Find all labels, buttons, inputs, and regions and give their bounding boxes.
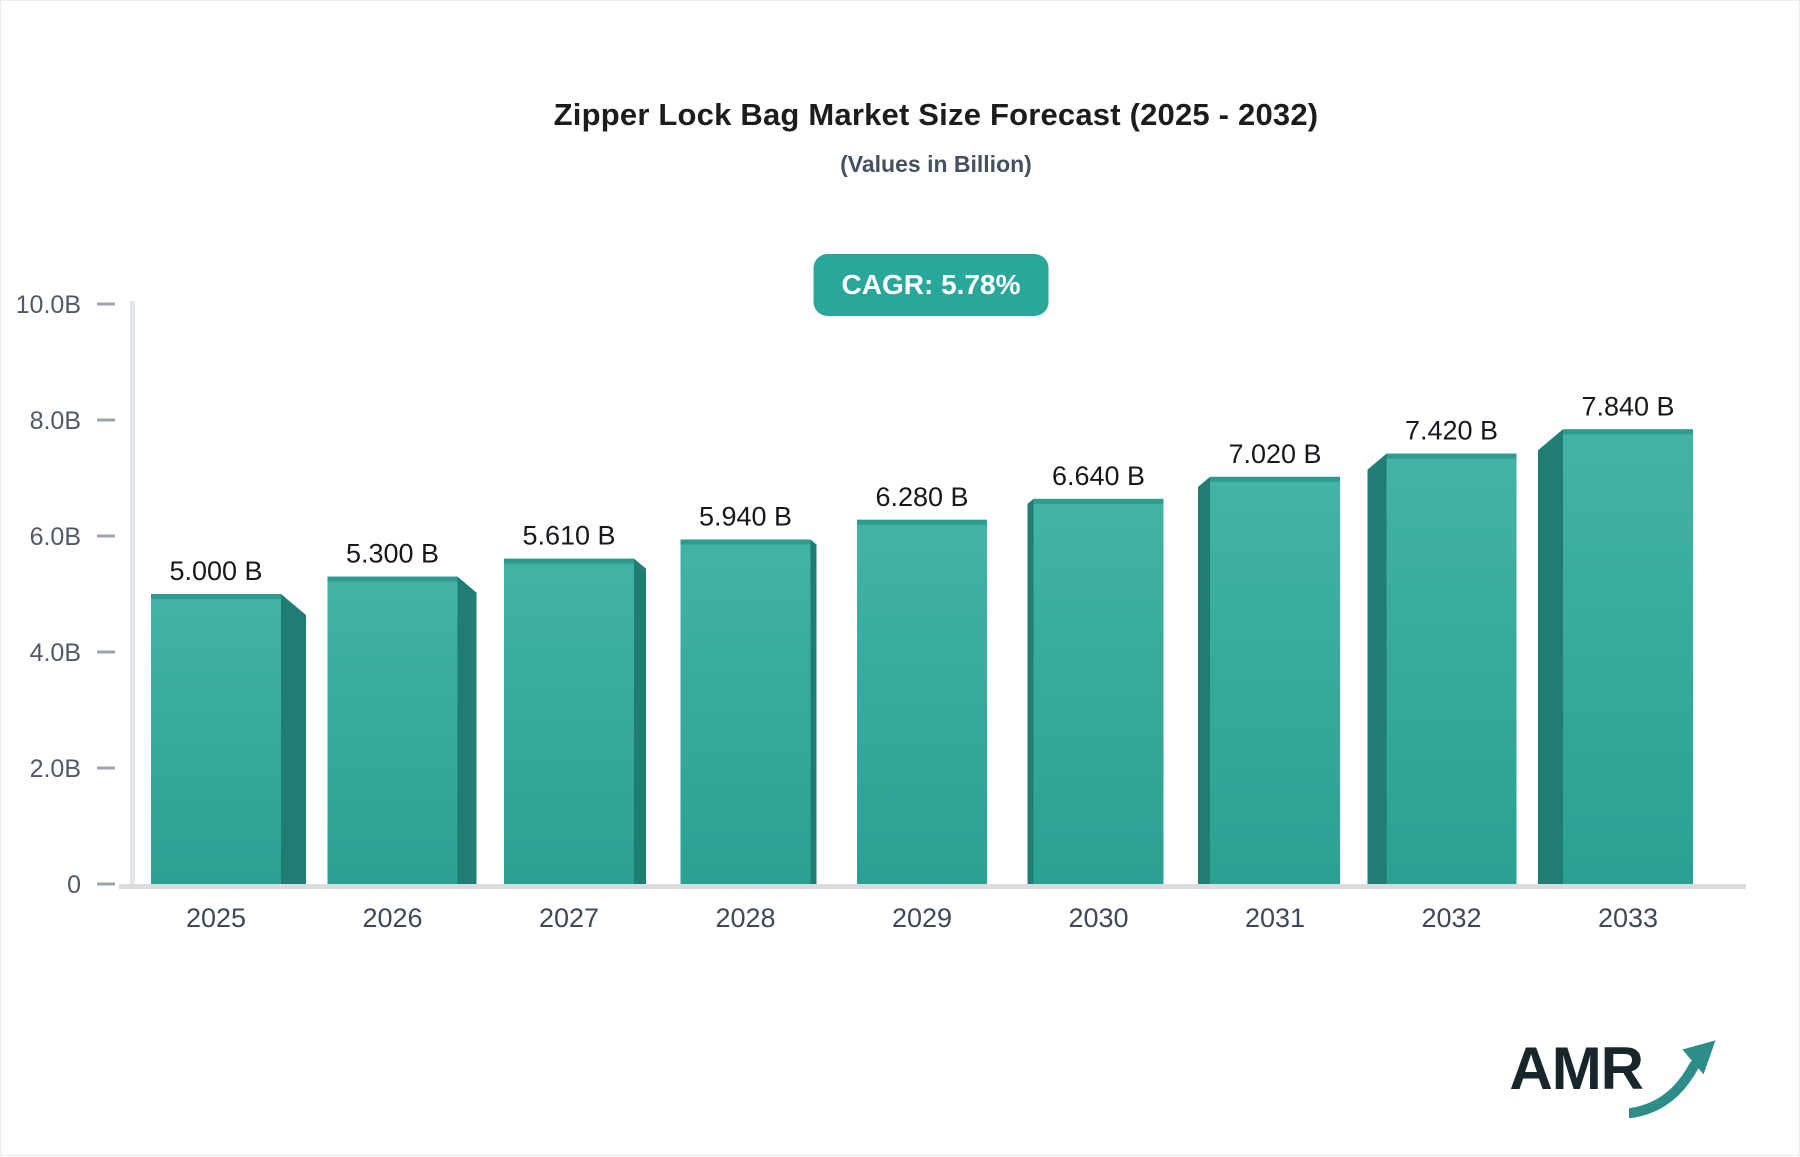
bar-side-face [1538,429,1563,886]
x-tick-label: 2025 [186,903,246,933]
bar-top-edge [680,539,811,545]
y-tick-label: 8.0B [30,407,81,435]
bar-top-edge [1563,429,1693,435]
cagr-badge: CAGR: 5.78% [813,254,1049,316]
bar-value-label: 7.420 B [1405,416,1498,446]
x-tick-label: 2030 [1068,903,1128,933]
chart-header: Zipper Lock Bag Market Size Forecast (20… [71,1,1800,178]
bar-top-edge [1033,498,1164,504]
x-tick-label: 2027 [539,903,599,933]
bar-value-label: 5.300 B [346,539,439,569]
bar-value-label: 6.640 B [1052,461,1145,491]
bar-value-label: 7.020 B [1228,439,1321,469]
bar [857,519,987,886]
bar [1386,453,1517,886]
bar-top-edge [504,558,634,564]
growth-arrow-icon [1629,1040,1716,1119]
bar-value-label: 7.840 B [1581,391,1674,421]
bar-value-label: 6.280 B [875,482,968,512]
bar [327,576,458,886]
bar [151,594,281,886]
chart-subtitle: (Values in Billion) [840,151,1032,177]
bar-side-face [810,539,817,886]
bar-side-face [1027,498,1034,886]
bar [1563,429,1693,886]
bar-side-face [1198,476,1210,886]
bar-side-face [1367,453,1387,886]
y-axis-line [130,301,135,884]
chart-title: Zipper Lock Bag Market Size Forecast (20… [553,97,1319,132]
bar-value-label: 5.000 B [169,556,262,586]
x-tick-label: 2028 [715,903,775,933]
amr-logo: AMR [1509,1039,1721,1121]
bar-side-face [634,558,646,886]
bar [1210,476,1340,886]
bar-value-label: 5.940 B [699,501,792,531]
bar-side-face [281,594,306,886]
y-tick-label: 2.0B [30,755,81,783]
x-tick-label: 2029 [892,903,952,933]
x-tick-label: 2032 [1421,903,1481,933]
y-tick-label: 0 [67,871,81,899]
bar-top-edge [151,594,281,599]
x-tick-label: 2026 [362,903,422,933]
amr-logo-text: AMR [1509,1035,1644,1102]
y-tick-label: 4.0B [30,639,81,667]
y-tick-label: 10.0B [16,291,81,319]
x-tick-label: 2031 [1245,903,1305,933]
bar-value-label: 5.610 B [522,521,615,551]
bar-top-edge [327,576,458,582]
bar [1033,498,1164,886]
bar-top-edge [1386,453,1517,459]
x-baseline [119,884,1746,889]
bar [504,558,634,886]
x-tick-label: 2033 [1598,903,1658,933]
bar-top-edge [857,519,987,525]
y-tick-label: 6.0B [30,523,81,551]
bar-top-edge [1210,476,1340,482]
bar-side-face [457,576,477,886]
bar [680,539,811,886]
